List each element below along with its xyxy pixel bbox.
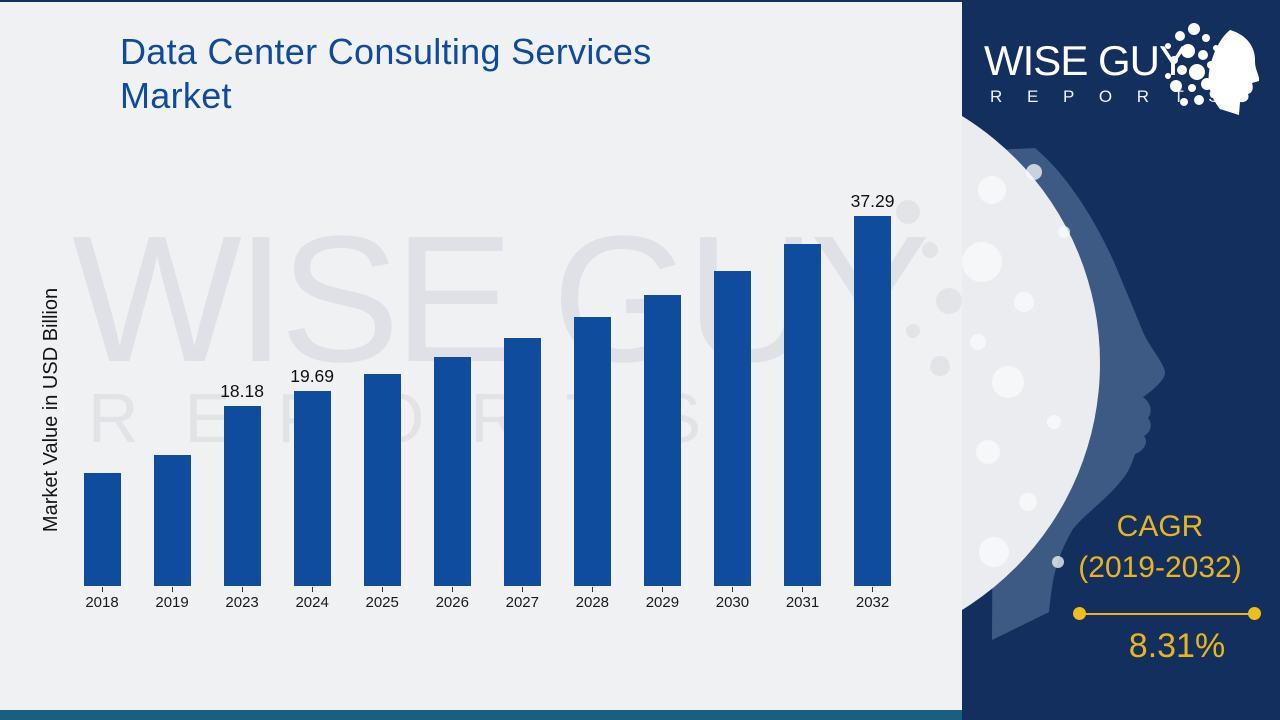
page-title-line1: Data Center Consulting Services (120, 31, 652, 72)
top-accent-bar (0, 0, 1280, 2)
brand-circle (962, 116, 1100, 610)
x-tick-2028 (591, 587, 593, 592)
x-tick-label-2018: 2018 (85, 594, 119, 611)
x-tick-2023 (241, 587, 243, 592)
watermark-dot (906, 324, 920, 338)
bar-2029 (643, 295, 681, 586)
brand-subtitle: R E P O R T S (990, 87, 1230, 106)
watermark-dot (896, 200, 920, 224)
cagr-block: CAGR (2019-2032) (1050, 506, 1270, 588)
x-tick-label-2029: 2029 (645, 594, 680, 611)
x-tick-label-2030: 2030 (715, 594, 750, 611)
x-tick-label-2032: 2032 (855, 594, 890, 611)
x-tick-2025 (381, 587, 383, 592)
bar-2019 (153, 455, 191, 586)
x-tick-label-2028: 2028 (575, 594, 610, 611)
page-title-line2: Market (120, 75, 232, 116)
circle-dots (962, 164, 1070, 568)
x-tick-2032 (872, 587, 874, 592)
cagr-line-dot-left (1073, 607, 1086, 620)
x-tick-2019 (171, 587, 173, 592)
x-tick-label-2026: 2026 (435, 594, 469, 611)
x-tick-label-2024: 2024 (295, 594, 329, 611)
x-tick-2027 (521, 587, 523, 592)
cagr-heading: CAGR (1116, 510, 1204, 543)
bar-2026 (433, 357, 471, 586)
watermark-dot (922, 242, 938, 258)
x-tick-2029 (661, 587, 663, 592)
bar-2023 (223, 406, 261, 586)
brand-panel: WISE GUY R E P O R T S CAGR (2019-2032) (962, 0, 1280, 720)
x-tick-label-2027: 2027 (505, 594, 539, 611)
page-title: Data Center Consulting Services Market (120, 30, 820, 118)
cagr-range: (2019-2032) (1078, 551, 1242, 584)
x-tick-label-2019: 2019 (155, 594, 189, 611)
brand-panel-background (962, 0, 1280, 720)
cagr-value: 8.31% (1128, 627, 1226, 665)
bar-2032 (854, 216, 892, 586)
cagr-line-dot-right (1248, 607, 1261, 620)
value-label-2032: 37.29 (850, 191, 895, 211)
cagr-line (1079, 613, 1254, 615)
bar-2025 (363, 374, 401, 586)
bar-2018 (83, 473, 121, 586)
bar-2028 (573, 317, 611, 586)
x-tick-label-2031: 2031 (785, 594, 820, 611)
bar-2031 (784, 244, 821, 586)
y-axis-label: Market Value in USD Billion (40, 287, 62, 533)
x-tick-2030 (731, 587, 733, 592)
bar-plot: 2018 2019 2023 18.18 2024 19.69 2025 2026 2027 20… (83, 191, 895, 611)
watermark-dot (930, 356, 950, 376)
dotted-face-profile-icon (1165, 23, 1260, 115)
bar-2027 (503, 338, 541, 586)
x-tick-label-2025: 2025 (365, 594, 399, 611)
x-tick-2026 (451, 587, 453, 592)
value-label-2023: 18.18 (220, 381, 264, 401)
bar-2024 (293, 391, 331, 586)
x-tick-2031 (802, 587, 803, 592)
x-tick-2018 (101, 587, 103, 592)
value-label-2024: 19.69 (290, 366, 335, 386)
bottom-accent-bar (0, 710, 962, 720)
x-tick-label-2023: 2023 (225, 594, 259, 611)
brand-wordmark: WISE GUY (984, 37, 1187, 84)
bar-2030 (713, 271, 751, 586)
x-tick-2024 (311, 587, 313, 592)
watermark-dot (936, 288, 962, 314)
